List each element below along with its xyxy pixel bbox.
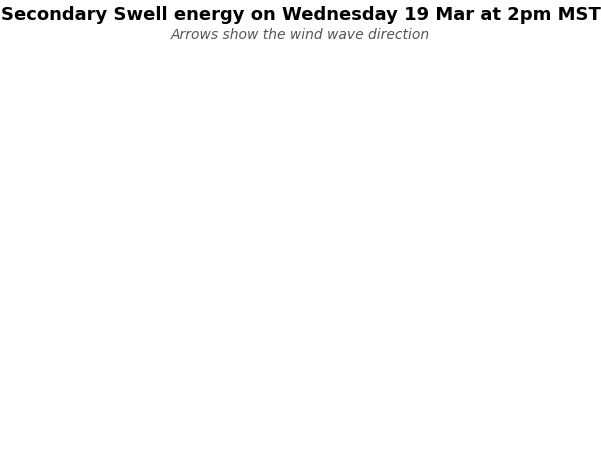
Text: Secondary Swell energy on Wednesday 19 Mar at 2pm MST: Secondary Swell energy on Wednesday 19 M… — [1, 6, 600, 24]
Text: cartopy required: cartopy required — [219, 246, 382, 265]
Text: Arrows show the wind wave direction: Arrows show the wind wave direction — [171, 28, 430, 42]
